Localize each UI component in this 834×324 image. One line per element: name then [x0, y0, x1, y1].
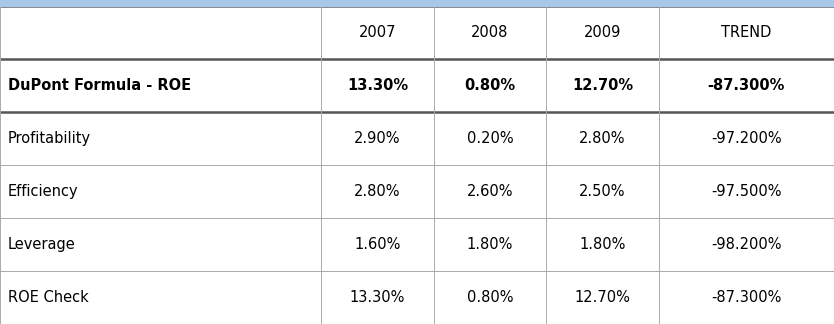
Text: 2.50%: 2.50% [580, 184, 626, 199]
Text: 12.70%: 12.70% [575, 290, 631, 305]
Text: 2.80%: 2.80% [580, 131, 626, 146]
Text: 2007: 2007 [359, 25, 396, 40]
Text: 2.90%: 2.90% [354, 131, 400, 146]
Text: 0.20%: 0.20% [467, 131, 513, 146]
Text: TREND: TREND [721, 25, 771, 40]
Text: DuPont Formula - ROE: DuPont Formula - ROE [8, 78, 191, 93]
Bar [0, 0, 834, 6]
Text: 1.80%: 1.80% [467, 237, 513, 252]
Text: Efficiency: Efficiency [8, 184, 78, 199]
Text: 2009: 2009 [584, 25, 621, 40]
Text: 1.80%: 1.80% [580, 237, 626, 252]
Text: 12.70%: 12.70% [572, 78, 633, 93]
Text: 2.60%: 2.60% [467, 184, 513, 199]
Text: 0.80%: 0.80% [465, 78, 515, 93]
Text: Profitability: Profitability [8, 131, 91, 146]
Text: ROE Check: ROE Check [8, 290, 88, 305]
Text: -97.200%: -97.200% [711, 131, 781, 146]
Text: Leverage: Leverage [8, 237, 76, 252]
Text: 0.80%: 0.80% [467, 290, 513, 305]
Text: 13.30%: 13.30% [349, 290, 405, 305]
Text: -87.300%: -87.300% [708, 78, 785, 93]
Text: -97.500%: -97.500% [711, 184, 781, 199]
Text: 2.80%: 2.80% [354, 184, 400, 199]
Text: 13.30%: 13.30% [347, 78, 408, 93]
Text: -98.200%: -98.200% [711, 237, 781, 252]
Text: -87.300%: -87.300% [711, 290, 781, 305]
Text: 2008: 2008 [471, 25, 509, 40]
Text: 1.60%: 1.60% [354, 237, 400, 252]
